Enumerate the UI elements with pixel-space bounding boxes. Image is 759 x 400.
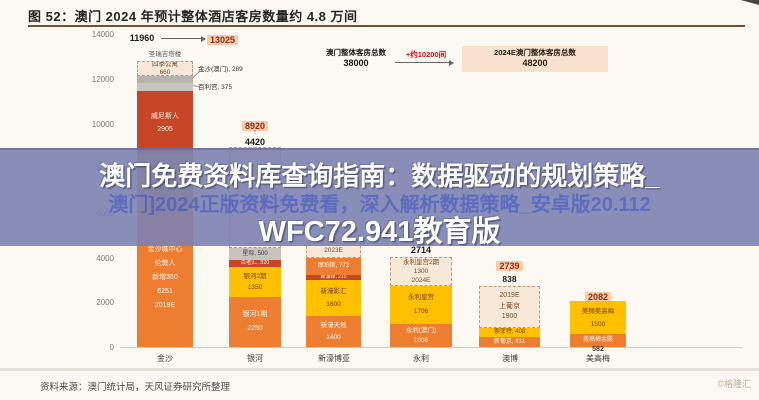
segment-sofitel-ponte16: 索菲特, 408 [479,328,540,337]
annotation-arrow-icon [395,59,454,66]
annotation-future-value: 48200 [522,58,548,69]
label-future-total: 13025 [207,30,239,48]
label-current-total: 11960 [129,33,155,43]
segment-grand-lisboa-palace-future: 2019E 上葡京 1900 [479,286,540,328]
label-current-total: 2714 [410,245,432,255]
segment-four-seasons-future: 四季公寓 660 [137,61,193,76]
y-axis-tick: 0 [109,343,114,352]
x-axis-label-melco: 新濠博亚 [318,354,350,363]
label-future-total: 2739 [479,256,540,274]
watermark-line-2: WFC72.941教育版 [258,216,501,248]
segment-wynn-palace-phase2-future: 永利皇宫2期 1300 2024E [390,257,452,286]
segment-venetian: 威尼斯人 2905 [137,91,193,155]
segment-morpheus: 摩珀斯, 772 [306,258,361,275]
highlight-badge: 2082 [584,292,612,302]
segment-altira: 新濠锋, 215 [306,275,361,280]
footer-divider [0,368,759,371]
label-future-total: 8920 [229,116,281,134]
segment-galaxy-phase1: 银河1期 2250 [229,297,281,347]
segment-mgm-macau: 美高梅金殿 [570,334,626,347]
highlight-badge: 2739 [496,261,523,271]
segment-city-of-dreams: 新濠天地 1400 [306,316,361,347]
label-current-total: 2082 [570,287,626,305]
y-axis-tick: 14000 [91,30,114,39]
segment-grand-lisboa: 新葡京, 431 [479,337,540,347]
callout-plaza: 百利宫, 375 [198,84,232,91]
callout-sands-macao: 金沙(澳门), 289 [198,66,243,73]
segment-caption-st-regis: 圣瑞吉塔楼 [148,51,182,58]
segment-starworld: 星际, 500 [229,248,281,260]
watermark-line-1: 澳门免费资料库查询指南：数据驱动的规划策略_ [99,161,660,191]
up-arrow-icon: ↑ [508,268,511,274]
y-axis-tick: 12000 [91,75,114,84]
title-underline [28,25,745,27]
segment-wynn-palace: 永利皇宫 1706 [390,286,452,324]
corner-artifact [740,0,759,5]
segment-mgm-cotai: 美狮美高梅 1500 [570,301,626,334]
watermark-ghost-line: 澳门]2024正版资料免费看，深入解析数据策略_安卓版20.112 [108,194,651,216]
up-arrow-icon: ↑ [253,129,257,136]
x-axis-label-sands: 金沙 [157,354,173,363]
x-axis-label-sjm: 澳博 [502,354,518,363]
annotation-2024-box: 2024E澳门整体客房总数 48200 [462,46,608,72]
segment-sands-macao [137,76,193,83]
annotation-future-label: 2024E澳门整体客房总数 [494,48,576,58]
x-axis-label-galaxy: 银河 [247,354,263,363]
x-axis-label-wynn: 永利 [413,354,429,363]
annotation-current-total: 澳门整体客房总数 38000 [320,48,392,69]
annotation-current-label: 澳门整体客房总数 [326,48,386,57]
highlight-badge: 13025 [207,35,239,45]
segment-broadway: 百老汇, 320 [229,260,281,267]
segment-galaxy-phase2: 银河2期 1350 [229,267,281,297]
label-mgm-macau-value: 582 [592,346,604,353]
right-arrow-icon [161,35,206,42]
y-axis-tick: 4000 [96,254,114,263]
x-axis-line [120,347,742,348]
annotation-current-value: 38000 [343,57,369,68]
y-axis-tick: 10000 [91,120,114,129]
y-axis-tick: 2000 [96,298,114,307]
segment-studio-city: 新濠影汇 1600 [306,280,361,316]
annotation-delta: +约10200间 [405,50,447,59]
figure-title: 图 52：澳门 2024 年预计整体酒店客房数量约 4.8 万间 [28,9,358,24]
label-current-total: 4420 [244,137,266,147]
segment-plaza-macao [137,83,193,91]
watermark-overlay: 澳门]2024正版资料免费看，深入解析数据策略_安卓版20.112 澳门免费资料… [0,148,759,248]
site-watermark: ©格隆汇 [717,379,751,389]
label-current-total: 838 [502,274,517,284]
highlight-badge: 8920 [241,121,269,131]
source-note: 资料来源：澳门统计局，天风证券研究所整理 [40,382,231,393]
segment-wynn-macau: 永利(澳门) 1008 [390,324,452,347]
x-axis-label-mgm: 美高梅 [586,354,610,363]
